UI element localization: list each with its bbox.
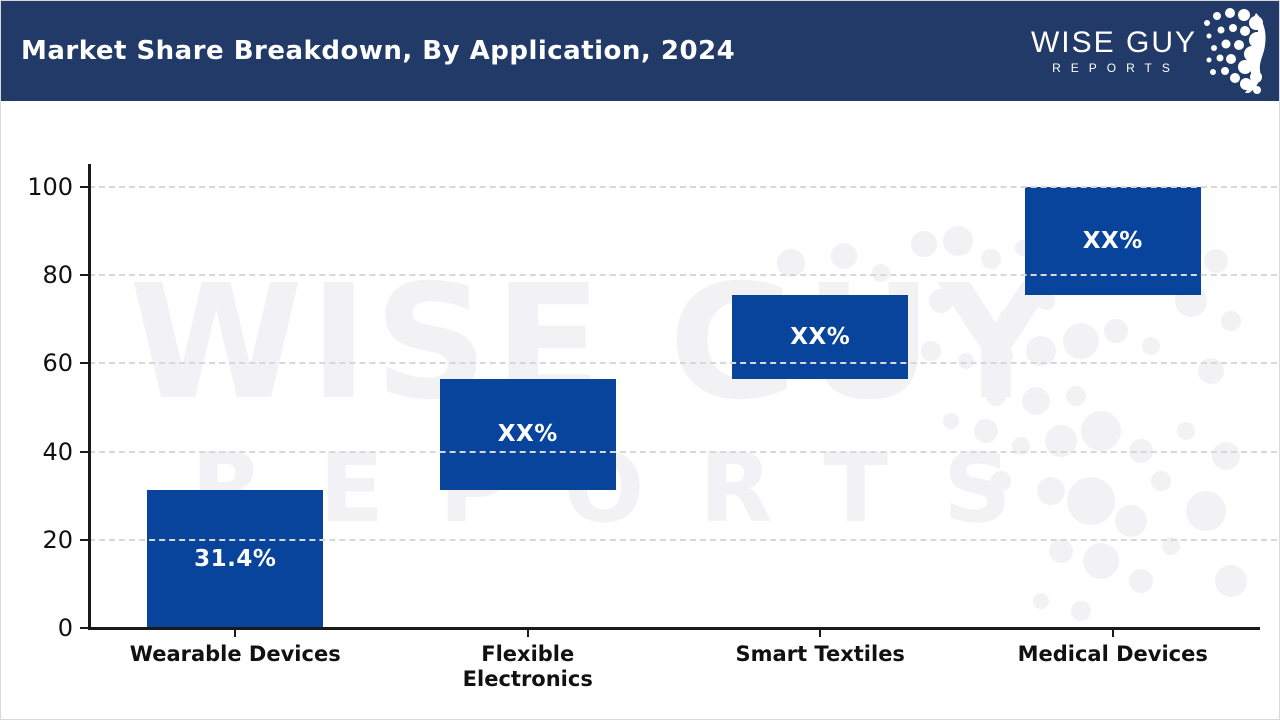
logo-face-icon xyxy=(1204,8,1266,94)
x-axis-line xyxy=(88,627,1260,630)
bar-value-label: 31.4% xyxy=(194,545,277,572)
bar-value-label: XX% xyxy=(497,421,558,448)
gridline xyxy=(89,274,1277,277)
y-tick-label: 60 xyxy=(42,349,73,378)
header-bar: Market Share Breakdown, By Application, … xyxy=(1,1,1279,101)
x-axis-tick xyxy=(1111,630,1114,637)
y-tick-label: 100 xyxy=(27,173,73,201)
y-axis-tick xyxy=(80,362,89,365)
y-axis-tick xyxy=(80,450,89,453)
y-axis-tick xyxy=(80,538,89,541)
x-category-label-flexible-electronics: Flexible Electronics xyxy=(462,642,593,691)
x-category-label-wearable-devices: Wearable Devices xyxy=(129,642,341,666)
wiseguy-logo: WISE GUY REPORTS xyxy=(1031,1,1267,101)
x-axis-tick xyxy=(234,630,237,637)
x-category-label-smart-textiles: Smart Textiles xyxy=(735,642,905,666)
y-tick-label: 20 xyxy=(42,525,73,554)
bar-wearable-devices: 31.4% xyxy=(147,489,324,628)
bar-flexible-electronics: XX% xyxy=(439,378,616,490)
y-axis-tick xyxy=(80,274,89,277)
bar-value-label: XX% xyxy=(790,323,851,350)
y-tick-label: 80 xyxy=(42,261,73,290)
logo-subtitle: REPORTS xyxy=(1052,61,1180,75)
y-axis-tick xyxy=(80,186,89,188)
bar-value-label: XX% xyxy=(1082,228,1143,255)
gridline xyxy=(89,450,1277,453)
y-axis-tick xyxy=(80,627,89,629)
bar-smart-textiles: XX% xyxy=(732,295,909,379)
bar-medical-devices: XX% xyxy=(1024,187,1201,296)
y-tick-label: 0 xyxy=(57,614,73,642)
gridline xyxy=(89,362,1277,365)
x-category-label-medical-devices: Medical Devices xyxy=(1017,642,1208,666)
logo-text: WISE GUY REPORTS xyxy=(1030,26,1197,76)
gridline xyxy=(89,186,1277,188)
x-axis-tick xyxy=(819,630,822,637)
y-axis-line xyxy=(88,164,91,630)
chart-title: Market Share Breakdown, By Application, … xyxy=(21,36,736,66)
gridline xyxy=(89,538,1277,541)
x-axis-tick xyxy=(526,630,529,637)
logo-wordmark: WISE GUY xyxy=(1030,26,1197,59)
y-tick-label: 40 xyxy=(42,437,73,466)
